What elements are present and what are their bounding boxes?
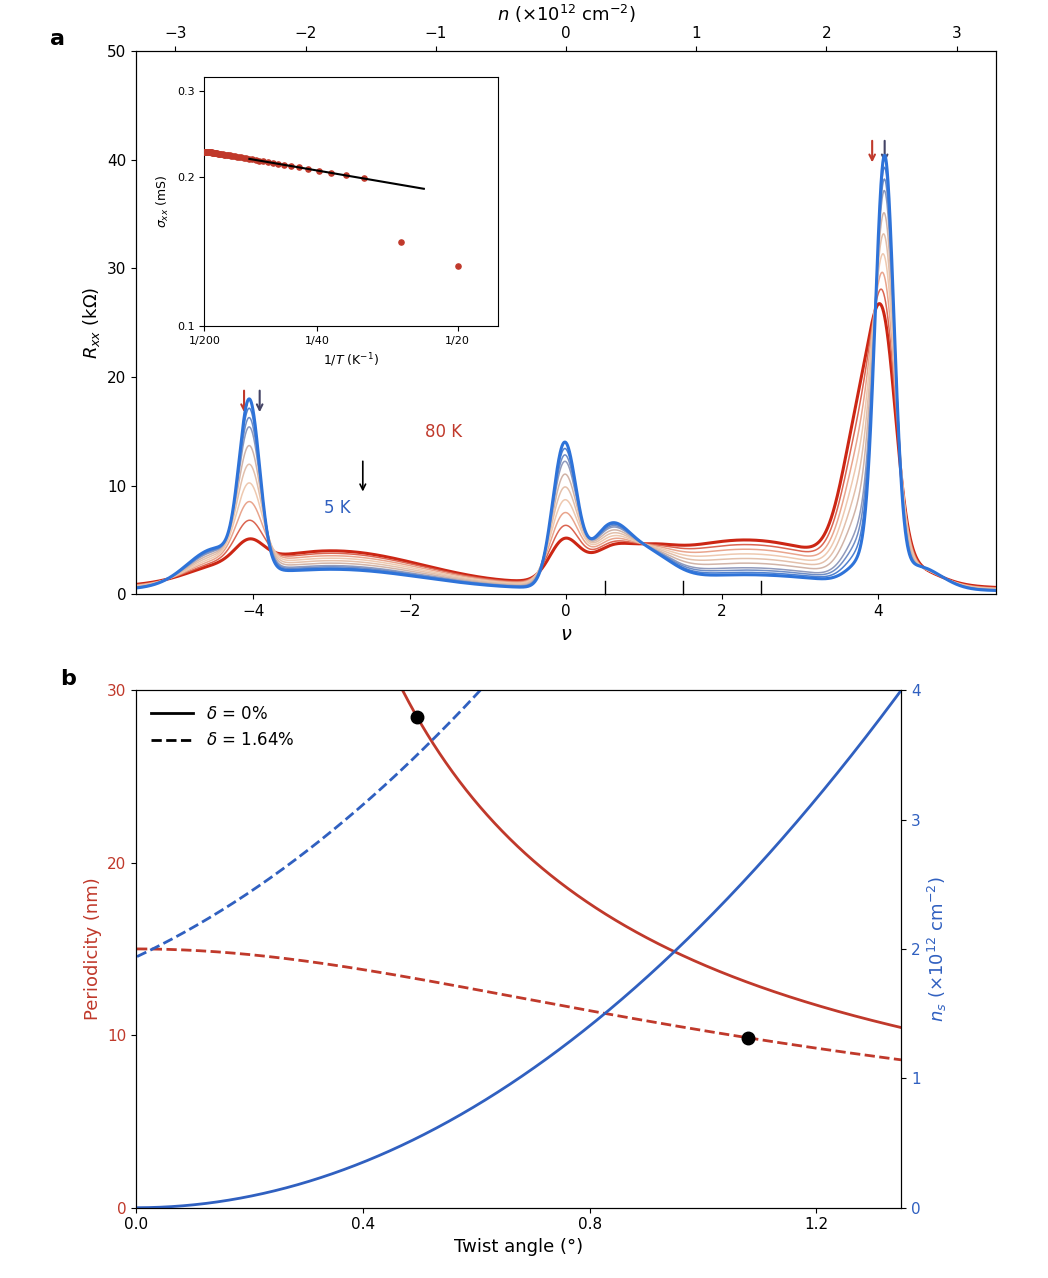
Point (214, 144, 231, 165)
Point (197, 142, 214, 162)
Point (208, 143, 224, 164)
Point (217, 144, 234, 165)
Y-axis label: $n_s$ ($\times10^{12}$ cm$^{-2}$): $n_s$ ($\times10^{12}$ cm$^{-2}$) (926, 875, 949, 1022)
Point (283, 156, 300, 176)
X-axis label: $\nu$: $\nu$ (560, 625, 572, 644)
Point (205, 143, 222, 164)
Point (235, 148, 252, 169)
Point (202, 142, 219, 162)
Point (218, 144, 235, 165)
Point (259, 152, 276, 173)
Legend: $\delta$ = 0%, $\delta$ = 1.64%: $\delta$ = 0%, $\delta$ = 1.64% (145, 699, 302, 757)
Point (199, 142, 216, 162)
Point (199, 142, 216, 162)
Point (216, 144, 233, 165)
Point (203, 142, 220, 162)
Point (264, 152, 281, 173)
X-axis label: Twist angle (°): Twist angle (°) (454, 1238, 584, 1256)
Point (200, 142, 217, 162)
Point (355, 169, 372, 189)
Y-axis label: $\sigma_{xx}$ (mS): $\sigma_{xx}$ (mS) (155, 175, 171, 227)
Point (323, 162, 340, 183)
Point (202, 142, 219, 162)
Point (241, 148, 258, 169)
Point (337, 165, 354, 185)
Point (276, 155, 292, 175)
Point (206, 143, 223, 164)
Point (196, 142, 213, 162)
Point (220, 144, 237, 165)
Point (310, 161, 327, 181)
Point (244, 150, 261, 170)
Point (269, 153, 286, 174)
Point (209, 143, 225, 164)
Point (208, 143, 224, 164)
Point (291, 157, 308, 178)
X-axis label: $n$ ($\times10^{12}$ cm$^{-2}$): $n$ ($\times10^{12}$ cm$^{-2}$) (497, 3, 635, 24)
Point (221, 146, 238, 166)
Point (210, 143, 226, 164)
Text: 80 K: 80 K (425, 423, 462, 441)
Point (198, 142, 215, 162)
Point (233, 147, 249, 167)
Point (200, 142, 217, 162)
X-axis label: 1/$T$ (K$^{-1}$): 1/$T$ (K$^{-1}$) (323, 351, 379, 369)
Text: 5 K: 5 K (324, 498, 350, 516)
Point (238, 148, 255, 169)
Point (231, 147, 247, 167)
Text: b: b (60, 670, 75, 689)
Point (223, 146, 240, 166)
Point (247, 150, 264, 170)
Point (211, 143, 227, 164)
Point (198, 142, 215, 162)
Point (224, 146, 241, 166)
Point (204, 142, 221, 162)
Point (226, 146, 243, 166)
Point (255, 151, 271, 171)
Point (213, 144, 230, 165)
Point (201, 142, 218, 162)
Point (250, 151, 267, 171)
Y-axis label: Periodicity (nm): Periodicity (nm) (84, 878, 102, 1020)
Point (228, 147, 245, 167)
Point (204, 142, 221, 162)
Point (197, 142, 214, 162)
Point (212, 143, 228, 164)
Point (196, 142, 213, 162)
Y-axis label: $R_{xx}$ (k$\Omega$): $R_{xx}$ (k$\Omega$) (81, 286, 102, 359)
Point (450, 256, 466, 276)
Text: a: a (50, 29, 65, 50)
Point (300, 158, 316, 179)
Point (393, 231, 410, 252)
